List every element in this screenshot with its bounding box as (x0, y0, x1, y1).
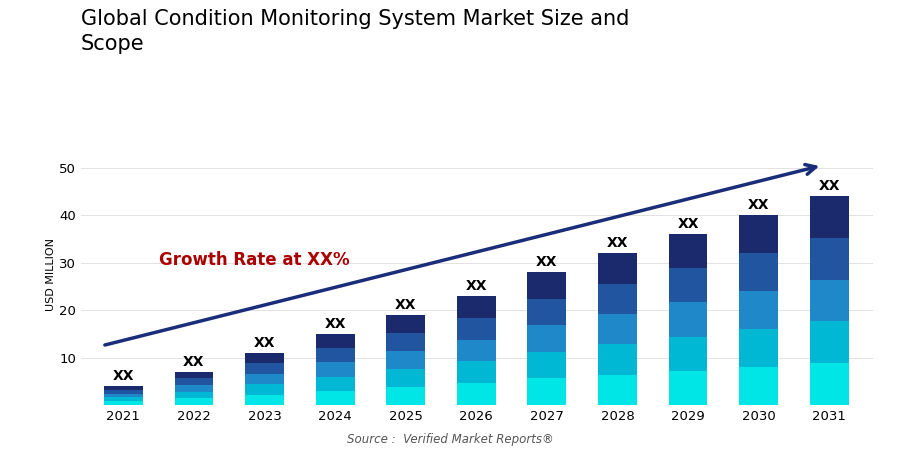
Bar (669, 302, 707, 337)
Bar (669, 234, 707, 268)
Bar (598, 284, 637, 314)
Bar (527, 325, 566, 352)
Bar (316, 362, 355, 377)
Bar (739, 329, 778, 367)
Bar (739, 291, 778, 329)
Bar (175, 392, 213, 398)
Bar (457, 318, 496, 339)
Text: XX: XX (607, 236, 628, 250)
Bar (245, 353, 284, 363)
Text: XX: XX (184, 355, 204, 369)
Bar (104, 401, 143, 405)
Bar (316, 377, 355, 391)
Bar (669, 268, 707, 302)
Bar (527, 299, 566, 325)
Bar (245, 374, 284, 384)
Bar (598, 314, 637, 344)
Text: Growth Rate at XX%: Growth Rate at XX% (158, 251, 349, 269)
Bar (739, 253, 778, 291)
Bar (316, 391, 355, 405)
Text: XX: XX (748, 198, 770, 212)
Bar (527, 378, 566, 405)
Text: Source :  Verified Market Reports®: Source : Verified Market Reports® (346, 432, 554, 446)
Bar (598, 375, 637, 405)
Text: XX: XX (678, 217, 698, 231)
Bar (175, 385, 213, 392)
Bar (175, 372, 213, 378)
Bar (104, 394, 143, 397)
Text: Global Condition Monitoring System Market Size and
Scope: Global Condition Monitoring System Marke… (81, 9, 629, 54)
Text: XX: XX (112, 369, 134, 383)
Text: XX: XX (254, 336, 275, 350)
Bar (810, 196, 849, 238)
Bar (175, 378, 213, 385)
Bar (104, 386, 143, 390)
Bar (386, 351, 425, 369)
Bar (457, 296, 496, 318)
Bar (245, 363, 284, 374)
Bar (386, 333, 425, 351)
Bar (527, 272, 566, 299)
Bar (810, 363, 849, 405)
Bar (386, 387, 425, 405)
Bar (810, 238, 849, 280)
Bar (810, 321, 849, 363)
Y-axis label: USD MILLION: USD MILLION (46, 238, 56, 311)
Bar (245, 395, 284, 405)
Text: XX: XX (818, 180, 840, 194)
Bar (457, 383, 496, 405)
Bar (739, 367, 778, 405)
Bar (104, 390, 143, 394)
Text: XX: XX (536, 255, 558, 269)
Bar (598, 344, 637, 375)
Bar (527, 352, 566, 378)
Bar (669, 371, 707, 405)
Bar (739, 215, 778, 253)
Bar (457, 339, 496, 361)
Bar (386, 369, 425, 387)
Bar (175, 398, 213, 405)
Bar (316, 334, 355, 348)
Bar (386, 315, 425, 333)
Bar (598, 253, 637, 284)
Text: XX: XX (324, 317, 346, 331)
Bar (810, 280, 849, 321)
Bar (245, 384, 284, 395)
Text: XX: XX (395, 298, 417, 312)
Text: XX: XX (465, 279, 487, 293)
Bar (104, 397, 143, 401)
Bar (457, 361, 496, 383)
Bar (669, 337, 707, 371)
Bar (316, 348, 355, 362)
